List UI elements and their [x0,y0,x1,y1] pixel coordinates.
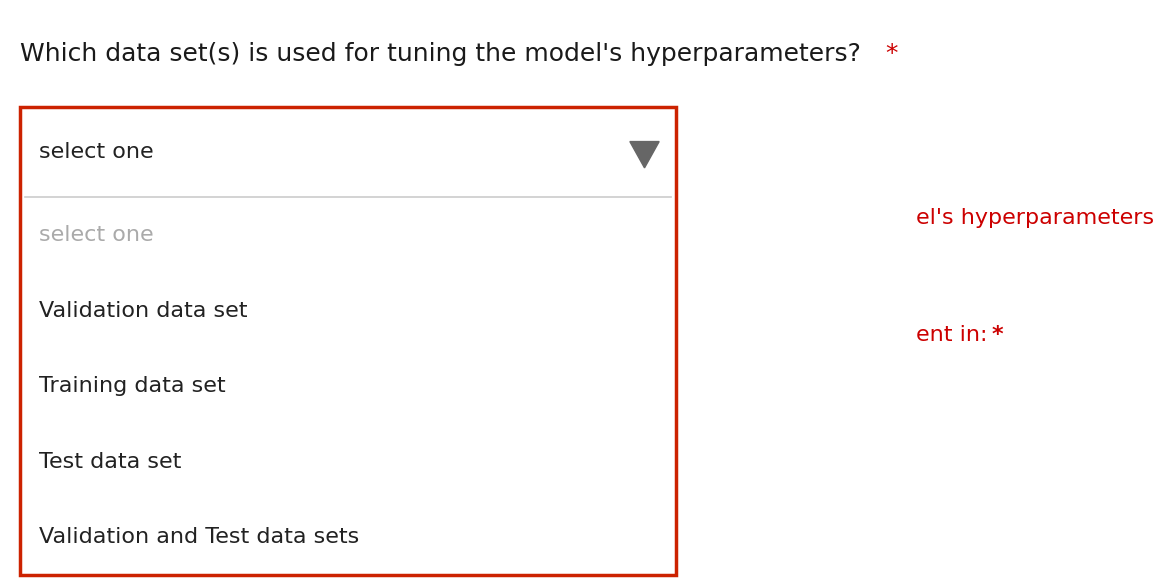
Text: Which data set(s) is used for tuning the model's hyperparameters?: Which data set(s) is used for tuning the… [20,42,861,66]
Text: Training data set: Training data set [39,376,225,396]
Text: select one: select one [39,225,154,245]
Text: select one: select one [39,142,154,162]
Text: *: * [991,325,1003,345]
Text: el's hyperparameters: el's hyperparameters [916,208,1154,228]
Text: Validation data set: Validation data set [39,300,248,320]
Text: ent in:: ent in: [916,325,995,345]
Text: Test data set: Test data set [39,452,182,472]
Text: *: * [886,42,897,66]
Polygon shape [630,142,659,168]
FancyBboxPatch shape [20,107,676,575]
Text: Validation and Test data sets: Validation and Test data sets [39,527,359,547]
